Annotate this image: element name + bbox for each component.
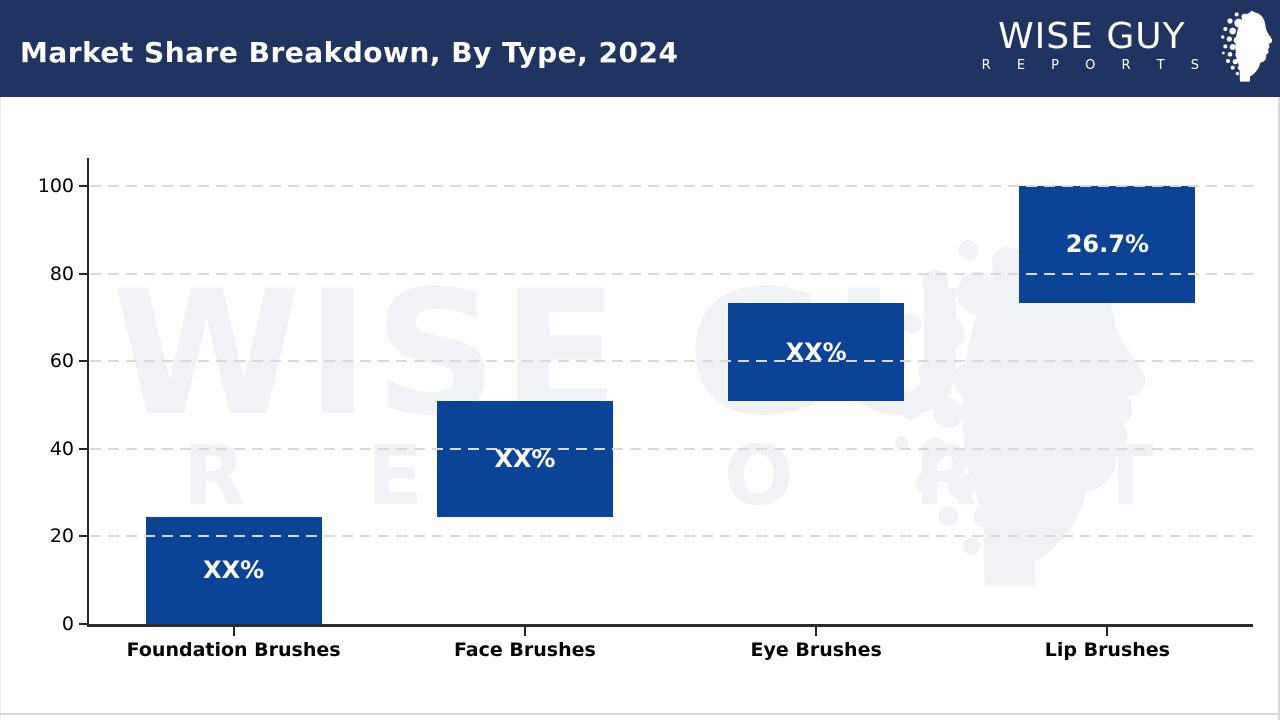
brand-logo: WISE GUY R E P O R T S (974, 8, 1272, 82)
page-right-border (1278, 97, 1280, 720)
bar-value-label: XX% (494, 445, 556, 474)
x-axis-tick-1 (523, 627, 526, 636)
brand-name-text: WISE GUY (998, 16, 1186, 58)
bar-2 (728, 302, 905, 402)
brand-wordmark: WISE GUY R E P O R T S (974, 17, 1210, 73)
y-axis-tick-label: 40 (49, 437, 74, 460)
x-axis-tick-3 (1106, 627, 1109, 636)
y-axis-line (87, 158, 89, 626)
y-axis-tick-label: 0 (61, 613, 74, 635)
gridline-60 (90, 360, 1253, 363)
bar-1 (436, 401, 613, 517)
page-title: Market Share Breakdown, By Type, 2024 (20, 36, 679, 69)
bar-value-label: XX% (785, 338, 847, 367)
gridline-80 (90, 272, 1253, 275)
y-axis-tick-100 (79, 185, 87, 187)
y-axis-tick-40 (79, 447, 87, 450)
y-axis-tick-label: 20 (49, 525, 74, 548)
y-axis-tick-20 (79, 535, 87, 538)
x-axis-line (87, 624, 1253, 627)
x-category-label: Eye Brushes (750, 639, 882, 661)
bar-0 (145, 516, 322, 624)
x-category-label: Lip Brushes (1044, 639, 1170, 661)
y-axis-tick-80 (79, 272, 87, 275)
y-axis-tick-label: 60 (49, 350, 74, 373)
y-axis-tick-0 (79, 623, 87, 625)
header-bar: Market Share Breakdown, By Type, 2024 WI… (0, 0, 1280, 97)
gridline-100 (90, 185, 1253, 187)
bottom-border (0, 713, 1280, 715)
bar-value-label: XX% (203, 556, 265, 585)
y-axis-tick-label: 100 (37, 175, 74, 197)
gridline-20 (90, 535, 1253, 538)
x-axis-tick-2 (815, 627, 818, 636)
bar-value-label: 26.7% (1065, 230, 1149, 259)
brand-subtitle-text: R E P O R T S (981, 57, 1210, 73)
bar-3 (1019, 186, 1196, 303)
y-axis-tick-label: 80 (49, 262, 74, 285)
page-left-border (0, 97, 1, 720)
x-category-label: Face Brushes (453, 639, 596, 661)
y-axis-tick-60 (79, 360, 87, 363)
x-axis-tick-0 (232, 627, 235, 636)
brand-head-icon (1212, 8, 1272, 82)
x-category-label: Foundation Brushes (126, 639, 341, 661)
gridline-40 (90, 447, 1253, 450)
